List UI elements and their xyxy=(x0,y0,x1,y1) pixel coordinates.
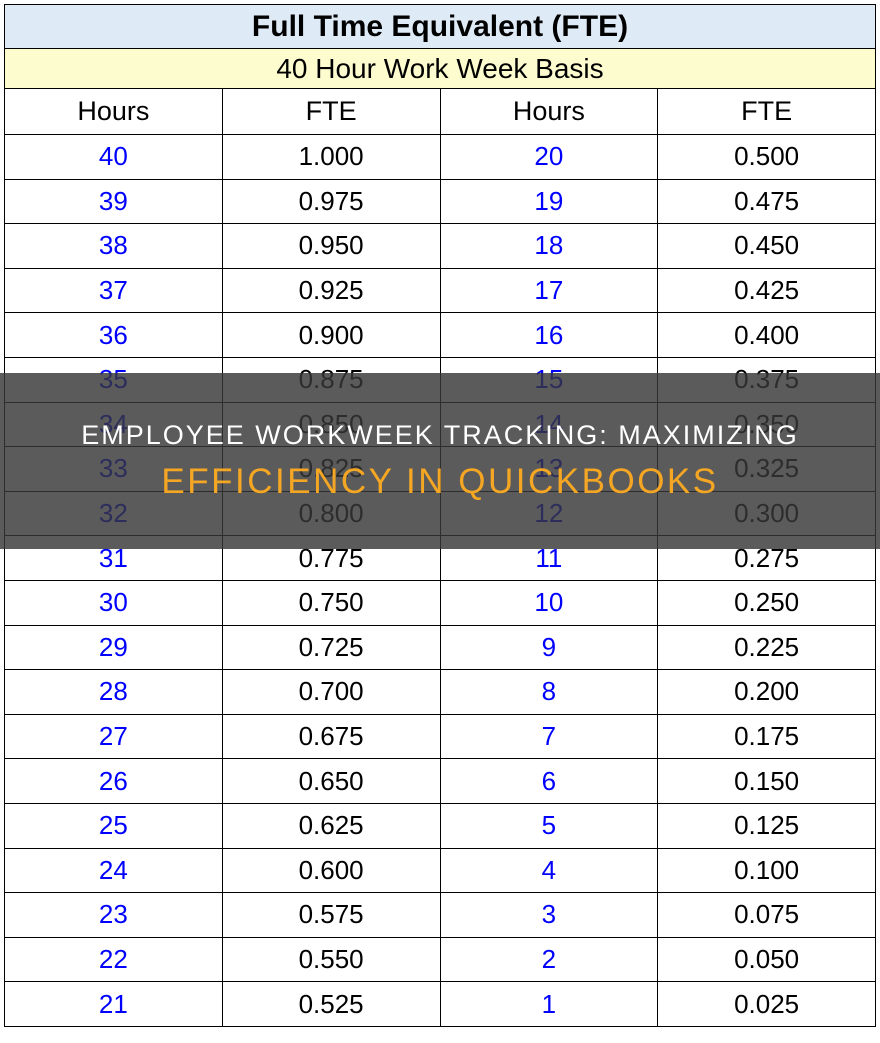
fte-cell: 0.400 xyxy=(658,313,876,358)
fte-cell: 0.050 xyxy=(658,937,876,982)
hours-cell: 38 xyxy=(5,224,223,269)
table-column-headers: Hours FTE Hours FTE xyxy=(5,89,876,135)
page-root: Full Time Equivalent (FTE) 40 Hour Work … xyxy=(0,0,880,1043)
fte-cell: 0.225 xyxy=(658,625,876,670)
fte-cell: 0.900 xyxy=(222,313,440,358)
table-row: 270.67570.175 xyxy=(5,714,876,759)
hours-cell: 23 xyxy=(5,893,223,938)
col-header-hours-2: Hours xyxy=(440,89,658,135)
hours-cell: 24 xyxy=(5,848,223,893)
table-title: Full Time Equivalent (FTE) xyxy=(5,5,876,49)
fte-cell: 0.950 xyxy=(222,224,440,269)
hours-cell: 9 xyxy=(440,625,658,670)
fte-cell: 0.525 xyxy=(222,982,440,1027)
hours-cell: 1 xyxy=(440,982,658,1027)
hours-cell: 30 xyxy=(5,580,223,625)
fte-cell: 0.475 xyxy=(658,179,876,224)
fte-cell: 0.600 xyxy=(222,848,440,893)
table-row: 230.57530.075 xyxy=(5,893,876,938)
table-row: 240.60040.100 xyxy=(5,848,876,893)
table-row: 260.65060.150 xyxy=(5,759,876,804)
hours-cell: 36 xyxy=(5,313,223,358)
table-row: 401.000200.500 xyxy=(5,135,876,180)
hours-cell: 16 xyxy=(440,313,658,358)
title-overlay: EMPLOYEE WORKWEEK TRACKING: MAXIMIZING E… xyxy=(0,373,880,549)
table-title-row: Full Time Equivalent (FTE) xyxy=(5,5,876,49)
overlay-line-1: EMPLOYEE WORKWEEK TRACKING: MAXIMIZING xyxy=(81,417,799,453)
table-row: 370.925170.425 xyxy=(5,268,876,313)
fte-cell: 0.175 xyxy=(658,714,876,759)
hours-cell: 4 xyxy=(440,848,658,893)
fte-cell: 0.250 xyxy=(658,580,876,625)
col-header-fte-2: FTE xyxy=(658,89,876,135)
hours-cell: 6 xyxy=(440,759,658,804)
hours-cell: 3 xyxy=(440,893,658,938)
table-row: 250.62550.125 xyxy=(5,803,876,848)
fte-cell: 0.200 xyxy=(658,670,876,715)
fte-cell: 0.500 xyxy=(658,135,876,180)
table-row: 220.55020.050 xyxy=(5,937,876,982)
fte-table-body: 401.000200.500390.975190.475380.950180.4… xyxy=(5,135,876,1027)
fte-cell: 0.450 xyxy=(658,224,876,269)
table-row: 360.900160.400 xyxy=(5,313,876,358)
hours-cell: 17 xyxy=(440,268,658,313)
hours-cell: 5 xyxy=(440,803,658,848)
table-subtitle-row: 40 Hour Work Week Basis xyxy=(5,49,876,89)
fte-cell: 0.650 xyxy=(222,759,440,804)
fte-cell: 1.000 xyxy=(222,135,440,180)
table-row: 390.975190.475 xyxy=(5,179,876,224)
fte-cell: 0.625 xyxy=(222,803,440,848)
table-row: 380.950180.450 xyxy=(5,224,876,269)
hours-cell: 21 xyxy=(5,982,223,1027)
fte-cell: 0.700 xyxy=(222,670,440,715)
fte-cell: 0.975 xyxy=(222,179,440,224)
hours-cell: 2 xyxy=(440,937,658,982)
hours-cell: 25 xyxy=(5,803,223,848)
hours-cell: 18 xyxy=(440,224,658,269)
hours-cell: 7 xyxy=(440,714,658,759)
table-subtitle: 40 Hour Work Week Basis xyxy=(5,49,876,89)
fte-cell: 0.750 xyxy=(222,580,440,625)
hours-cell: 28 xyxy=(5,670,223,715)
table-row: 210.52510.025 xyxy=(5,982,876,1027)
fte-cell: 0.025 xyxy=(658,982,876,1027)
fte-cell: 0.100 xyxy=(658,848,876,893)
hours-cell: 20 xyxy=(440,135,658,180)
fte-cell: 0.675 xyxy=(222,714,440,759)
hours-cell: 39 xyxy=(5,179,223,224)
table-row: 280.70080.200 xyxy=(5,670,876,715)
hours-cell: 40 xyxy=(5,135,223,180)
hours-cell: 8 xyxy=(440,670,658,715)
col-header-fte-1: FTE xyxy=(222,89,440,135)
col-header-hours-1: Hours xyxy=(5,89,223,135)
fte-cell: 0.550 xyxy=(222,937,440,982)
fte-cell: 0.075 xyxy=(658,893,876,938)
hours-cell: 10 xyxy=(440,580,658,625)
fte-cell: 0.725 xyxy=(222,625,440,670)
fte-cell: 0.425 xyxy=(658,268,876,313)
hours-cell: 29 xyxy=(5,625,223,670)
hours-cell: 26 xyxy=(5,759,223,804)
fte-cell: 0.925 xyxy=(222,268,440,313)
fte-cell: 0.125 xyxy=(658,803,876,848)
hours-cell: 27 xyxy=(5,714,223,759)
table-row: 300.750100.250 xyxy=(5,580,876,625)
fte-cell: 0.575 xyxy=(222,893,440,938)
fte-cell: 0.150 xyxy=(658,759,876,804)
hours-cell: 19 xyxy=(440,179,658,224)
table-row: 290.72590.225 xyxy=(5,625,876,670)
hours-cell: 37 xyxy=(5,268,223,313)
overlay-line-2: EFFICIENCY IN QUICKBOOKS xyxy=(161,458,718,505)
hours-cell: 22 xyxy=(5,937,223,982)
